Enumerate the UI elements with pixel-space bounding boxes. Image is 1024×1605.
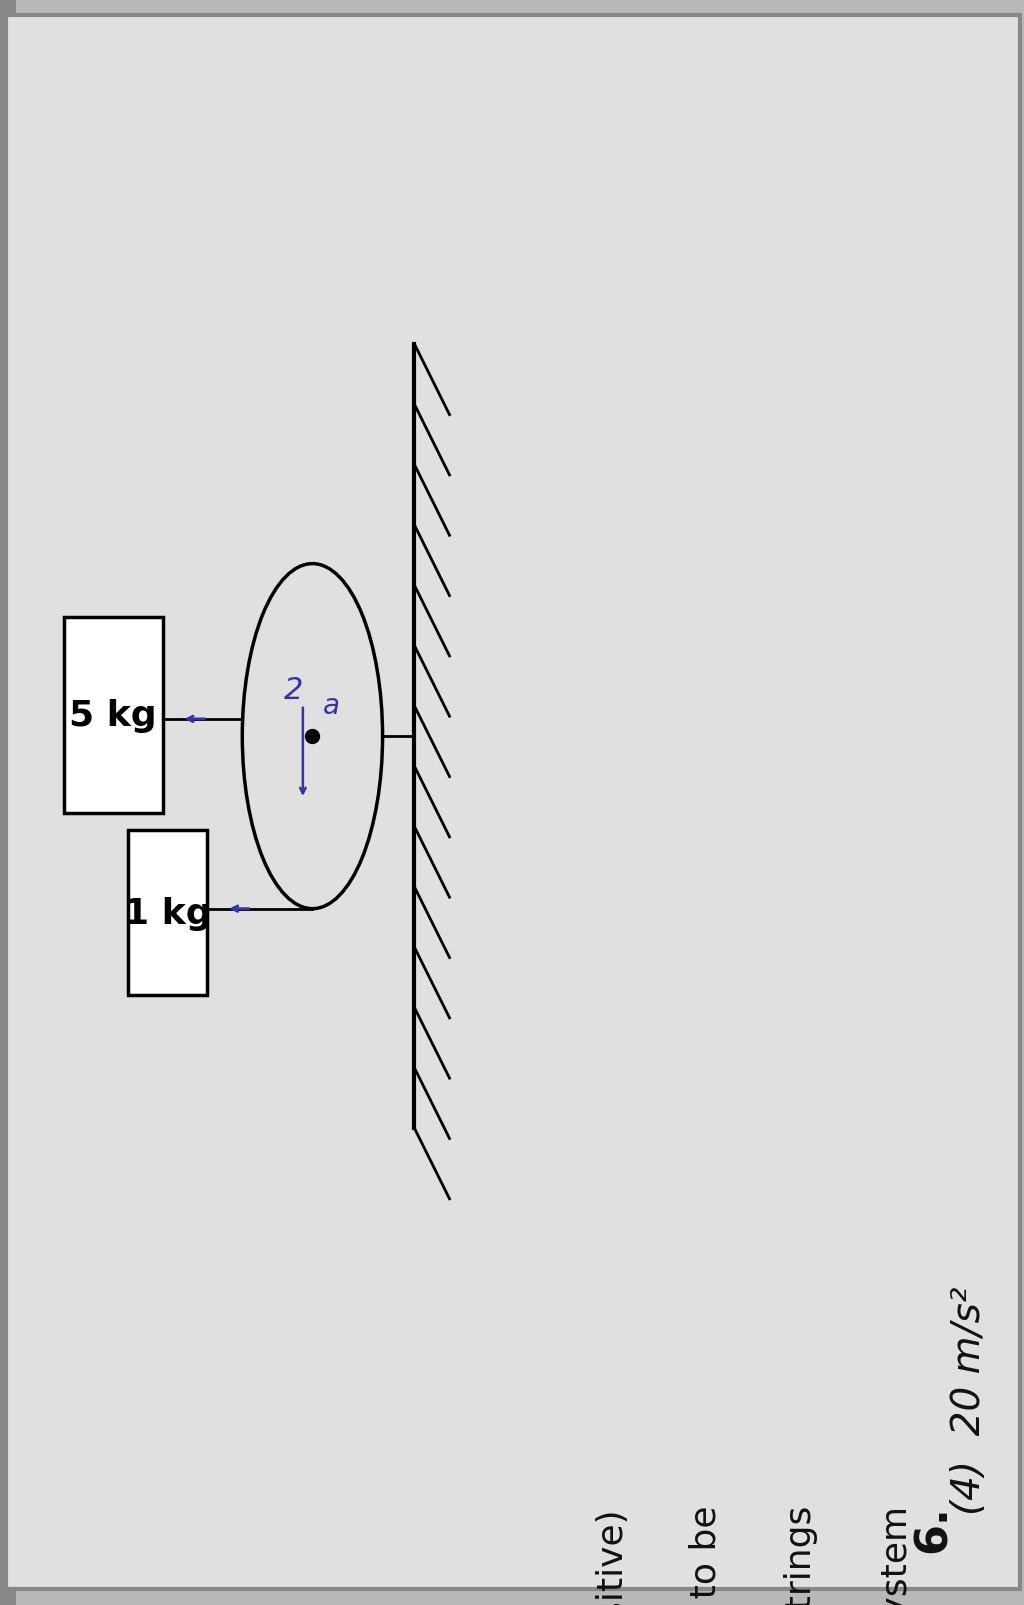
- Text: a: a: [323, 692, 340, 719]
- Text: shown in the figure is (Assume pulley and strings: shown in the figure is (Assume pulley an…: [784, 1505, 818, 1605]
- Text: 2: 2: [284, 676, 303, 705]
- Text: 6.: 6.: [911, 1505, 954, 1552]
- Bar: [63, 618, 163, 814]
- Text: 5 kg: 5 kg: [70, 698, 157, 732]
- Bar: [128, 831, 207, 995]
- Text: The acceleration of centre of mass of system: The acceleration of centre of mass of sy…: [880, 1505, 913, 1605]
- Text: (4)  20 m/s²: (4) 20 m/s²: [950, 1286, 988, 1514]
- Text: 1 kg: 1 kg: [124, 896, 211, 929]
- Text: positive): positive): [593, 1505, 627, 1605]
- Text: are ideal and the upward direction is taken to be: are ideal and the upward direction is ta…: [688, 1505, 723, 1605]
- Bar: [0, 0, 16, 1605]
